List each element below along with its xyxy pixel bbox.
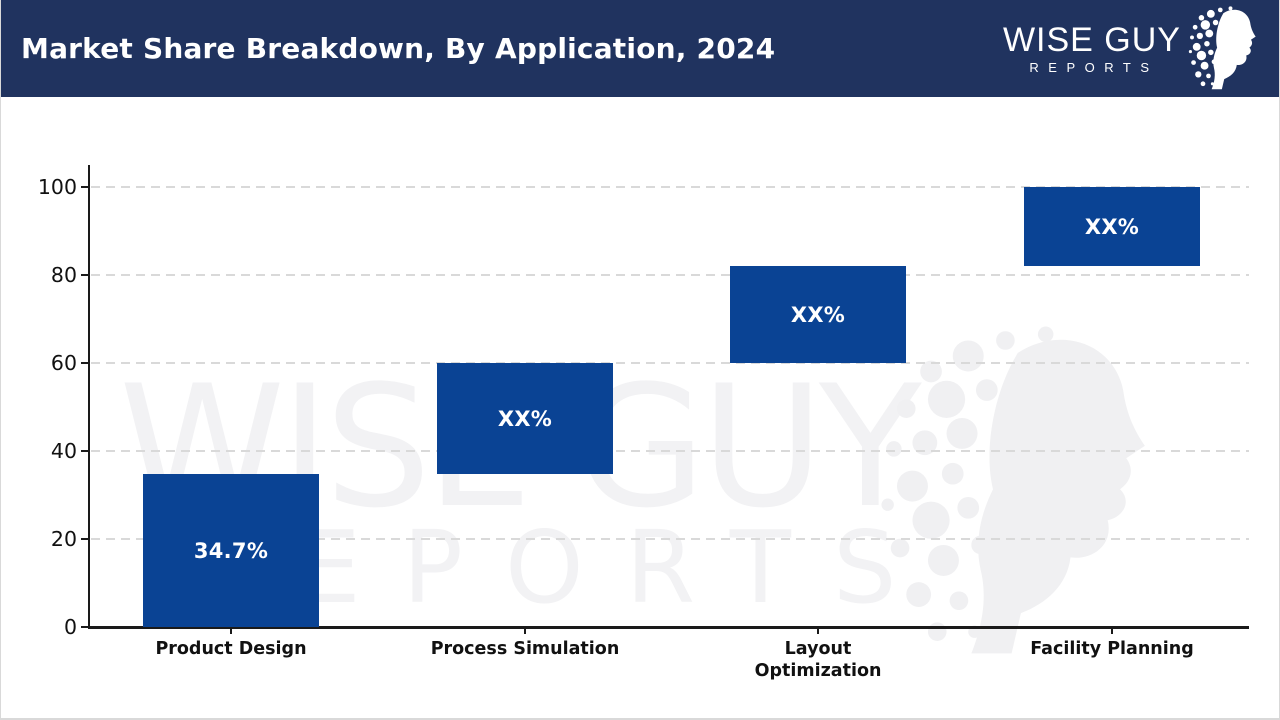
x-tick-mark: [1111, 628, 1113, 634]
x-tick-mark: [230, 628, 232, 634]
gridline-y-80: [91, 274, 1249, 276]
waterfall-bar: XX%: [437, 363, 613, 475]
y-tick-mark: [81, 186, 88, 188]
y-tick-label: 60: [50, 351, 77, 375]
watermark-dotted-head-icon: [881, 326, 1145, 654]
waterfall-bar: XX%: [1024, 187, 1200, 267]
bar-value-label: XX%: [497, 406, 553, 431]
y-tick-mark: [81, 274, 88, 276]
x-category-label: Layout Optimization: [754, 639, 882, 681]
gridline-y-40: [91, 450, 1249, 452]
waterfall-bar: XX%: [730, 266, 906, 363]
y-tick-label: 80: [50, 263, 77, 287]
dotted-head-icon: [1188, 6, 1256, 90]
gridline-y-20: [91, 538, 1249, 540]
y-tick-mark: [81, 626, 88, 628]
x-tick-mark: [817, 628, 819, 634]
brand-logo-subtitle: REPORTS: [1029, 60, 1159, 75]
x-category-label: Facility Planning: [1030, 639, 1194, 659]
x-category-label: Product Design: [155, 639, 307, 659]
gridline-y-100: [91, 186, 1249, 188]
chart-title: Market Share Breakdown, By Application, …: [21, 32, 776, 65]
y-tick-label: 0: [63, 615, 77, 639]
y-tick-mark: [81, 362, 88, 364]
bar-value-label: XX%: [790, 302, 846, 327]
bar-value-label: XX%: [1084, 214, 1140, 239]
chart-area: WISE GUY REPORTS 0 20 40 60 80 100 34.7% XX% XX%…: [1, 97, 1279, 718]
gridline-y-60: [91, 362, 1249, 364]
brand-logo-wordmark: WISE GUY: [1002, 21, 1181, 59]
bar-value-label: 34.7%: [193, 538, 269, 563]
y-tick-label: 100: [37, 175, 77, 199]
y-tick-mark: [81, 450, 88, 452]
brand-logo-text: WISE GUY REPORTS: [1003, 22, 1181, 75]
x-tick-mark: [524, 628, 526, 634]
brand-logo: WISE GUY REPORTS: [1003, 0, 1267, 97]
y-tick-label: 40: [50, 439, 77, 463]
waterfall-bar: 34.7%: [143, 474, 319, 627]
x-category-label: Process Simulation: [430, 639, 620, 659]
header-bar: Market Share Breakdown, By Application, …: [1, 0, 1279, 97]
y-tick-mark: [81, 538, 88, 540]
x-axis-line: [88, 626, 1249, 629]
y-axis-line: [88, 165, 90, 628]
y-tick-label: 20: [50, 527, 77, 551]
